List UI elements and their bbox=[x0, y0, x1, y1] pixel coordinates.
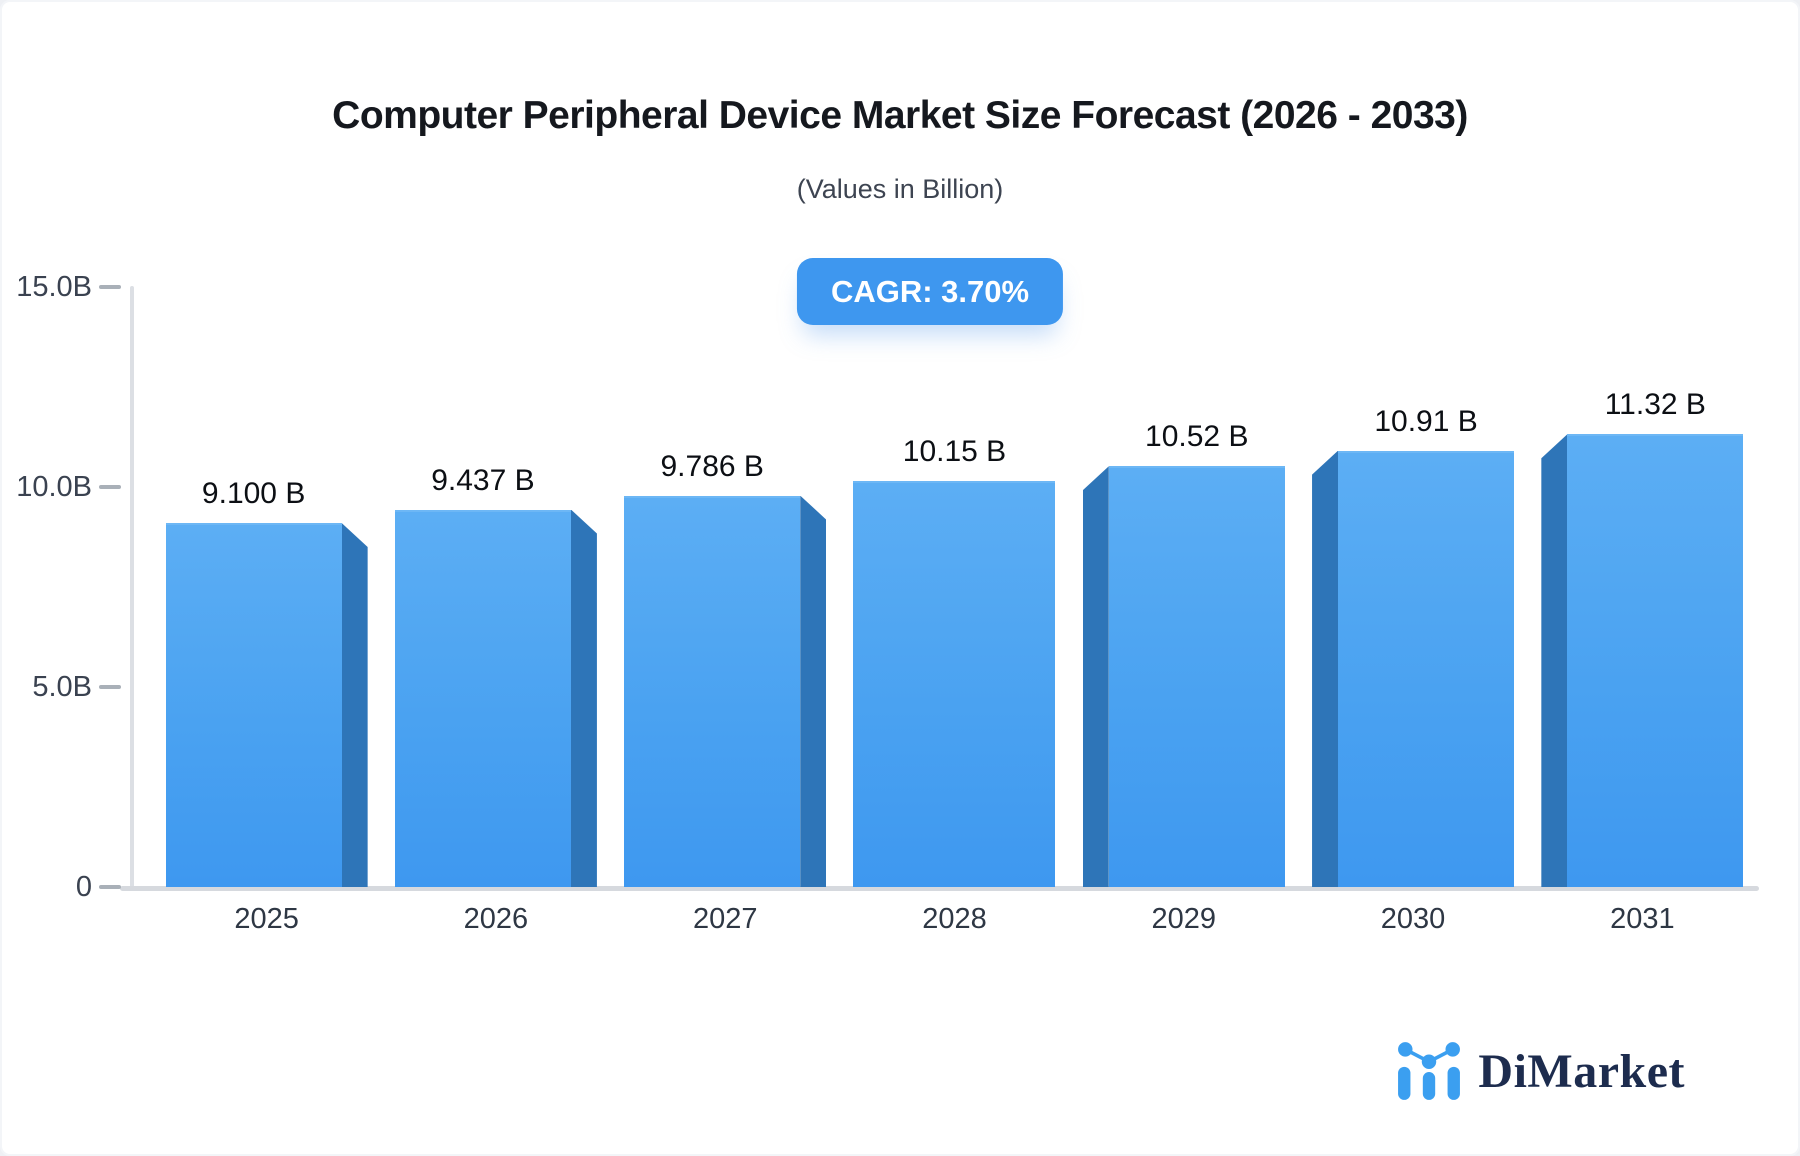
bar-value-label: 10.91 B bbox=[1374, 404, 1478, 438]
bar-slot-2030: 10.91 B bbox=[1298, 287, 1527, 887]
bar-slot-2027: 9.786 B bbox=[611, 287, 840, 887]
bar-3d-side bbox=[570, 509, 597, 887]
bar-value-label: 10.15 B bbox=[902, 435, 1007, 468]
x-axis-label-2029: 2029 bbox=[1151, 903, 1217, 935]
bar-3d-side bbox=[341, 523, 368, 887]
x-axis-label-2031: 2031 bbox=[1610, 903, 1675, 935]
bar-2031[interactable]: 11.32 B bbox=[1541, 388, 1744, 887]
bar-value-label: 11.32 B bbox=[1604, 388, 1706, 422]
bar-2026[interactable]: 9.437 B bbox=[394, 464, 597, 887]
plot-area: 9.100 B 9.437 B 9.786 B 10.15 B 10.52 B 10.91… bbox=[152, 287, 1757, 887]
x-axis-label-2027: 2027 bbox=[692, 903, 758, 935]
bar-slot-2025: 9.100 B bbox=[152, 287, 381, 887]
bar-3d-side bbox=[1312, 450, 1339, 887]
x-axis-label-2025: 2025 bbox=[234, 903, 299, 935]
bar-face bbox=[1567, 434, 1744, 887]
y-tick-mark bbox=[99, 885, 121, 889]
y-tick-mark bbox=[99, 285, 121, 289]
bar-value-label: 9.100 B bbox=[201, 477, 306, 510]
bar-face bbox=[1108, 466, 1285, 887]
bar-value-label: 10.52 B bbox=[1145, 420, 1249, 454]
x-axis-label-2026: 2026 bbox=[463, 903, 529, 935]
bar-face bbox=[394, 509, 571, 887]
y-tick-label: 10.0B bbox=[16, 471, 92, 503]
x-axis-labels: 2025 2026 2027 2028 2029 2030 2031 bbox=[152, 903, 1757, 936]
brand-logo: DiMarket bbox=[1396, 1040, 1685, 1102]
bar-face bbox=[165, 523, 342, 887]
bar-2028[interactable]: 10.15 B bbox=[853, 435, 1056, 887]
bar-2025[interactable]: 9.100 B bbox=[165, 477, 368, 887]
bar-3d-side bbox=[1541, 434, 1568, 887]
bar-slot-2031: 11.32 B bbox=[1528, 287, 1757, 887]
cagr-badge: CAGR: 3.70% bbox=[796, 258, 1064, 325]
bar-face bbox=[624, 495, 801, 887]
x-axis-label-2028: 2028 bbox=[922, 903, 987, 935]
x-axis-label-2030: 2030 bbox=[1380, 903, 1446, 935]
bar-3d-side bbox=[800, 495, 827, 887]
y-axis-line bbox=[130, 286, 134, 889]
bar-face bbox=[1338, 450, 1515, 887]
y-tick-mark bbox=[99, 485, 121, 489]
bar-value-label: 9.786 B bbox=[660, 449, 764, 483]
bar-2029[interactable]: 10.52 B bbox=[1082, 420, 1285, 887]
bar-3d-side bbox=[1082, 466, 1109, 887]
chart-title: Computer Peripheral Device Market Size F… bbox=[332, 94, 1468, 137]
chart-subtitle: (Values in Billion) bbox=[796, 174, 1004, 204]
brand-logo-text: DiMarket bbox=[1478, 1044, 1685, 1098]
y-tick-label: 0 bbox=[75, 871, 92, 903]
bar-value-label: 9.437 B bbox=[431, 463, 535, 497]
y-tick-label: 15.0B bbox=[16, 271, 92, 303]
y-tick-mark bbox=[99, 685, 121, 689]
bar-slot-2026: 9.437 B bbox=[381, 287, 610, 887]
bar-2027[interactable]: 9.786 B bbox=[624, 450, 827, 887]
bar-2030[interactable]: 10.91 B bbox=[1312, 405, 1515, 887]
bar-slot-2029: 10.52 B bbox=[1069, 287, 1298, 887]
bar-line-chart-icon bbox=[1398, 1042, 1461, 1100]
bar-slot-2028: 10.15 B bbox=[840, 287, 1069, 887]
y-tick-label: 5.0B bbox=[32, 671, 92, 703]
bar-face bbox=[853, 481, 1056, 887]
x-axis-line bbox=[120, 886, 1759, 891]
